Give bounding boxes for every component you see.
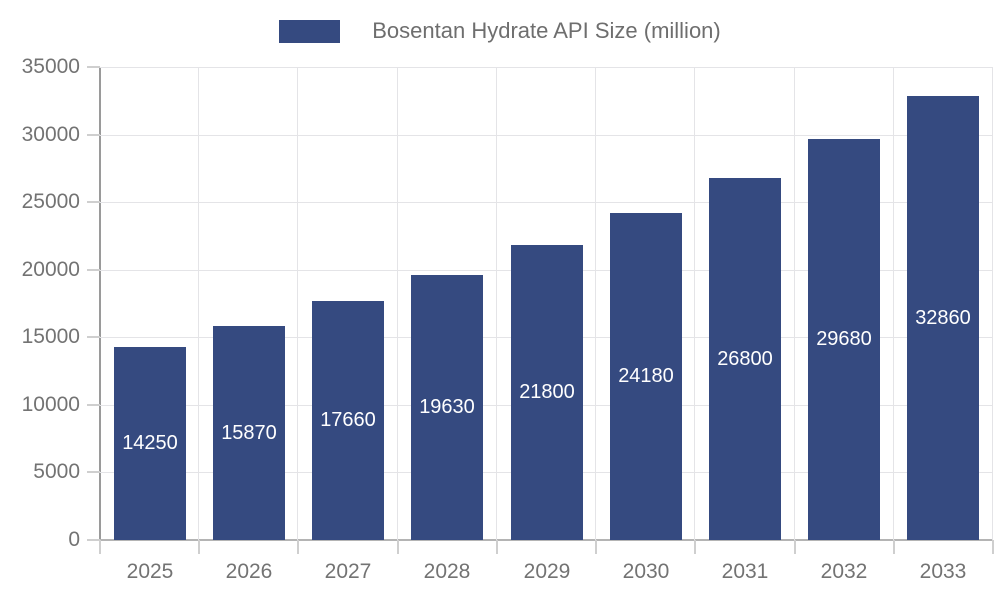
legend-label: Bosentan Hydrate API Size (million) bbox=[372, 18, 721, 43]
x-tick bbox=[397, 540, 399, 554]
gridline-vertical bbox=[893, 67, 894, 540]
y-tick-label: 30000 bbox=[21, 122, 80, 146]
gridline-vertical bbox=[198, 67, 199, 540]
y-axis-line bbox=[99, 67, 101, 554]
bar: 19630 bbox=[411, 275, 483, 540]
gridline-vertical bbox=[297, 67, 298, 540]
gridline-vertical bbox=[694, 67, 695, 540]
x-tick bbox=[595, 540, 597, 554]
bar: 17660 bbox=[312, 301, 384, 540]
bar: 15870 bbox=[213, 326, 285, 540]
bar-value-label: 15870 bbox=[221, 421, 277, 444]
y-tick bbox=[87, 201, 100, 204]
x-tick-label: 2031 bbox=[721, 560, 769, 583]
bar-value-label: 19630 bbox=[419, 396, 475, 418]
gridline-vertical bbox=[794, 67, 795, 540]
gridline-vertical bbox=[595, 67, 596, 540]
x-tick-label: 2032 bbox=[820, 560, 868, 583]
x-tick bbox=[198, 540, 200, 554]
x-tick-label: 2027 bbox=[324, 560, 372, 583]
bar-value-label: 17660 bbox=[320, 409, 376, 431]
y-tick-label: 5000 bbox=[33, 460, 80, 484]
bar: 29680 bbox=[808, 139, 880, 540]
x-tick-label: 2026 bbox=[225, 560, 273, 583]
y-tick-label: 10000 bbox=[21, 392, 80, 416]
bar-value-label: 14250 bbox=[122, 432, 178, 454]
y-tick bbox=[87, 268, 100, 271]
y-tick bbox=[87, 471, 100, 474]
bar-value-label: 29680 bbox=[816, 328, 872, 350]
y-tick-label: 20000 bbox=[21, 257, 80, 281]
x-axis-baseline bbox=[100, 539, 993, 541]
y-tick bbox=[87, 539, 100, 541]
legend: Bosentan Hydrate API Size (million) bbox=[0, 18, 1000, 44]
x-tick bbox=[893, 540, 895, 554]
x-tick-label: 2030 bbox=[622, 560, 670, 583]
bar: 14250 bbox=[114, 347, 186, 540]
gridline-vertical bbox=[496, 67, 497, 540]
x-tick bbox=[794, 540, 796, 554]
bar: 21800 bbox=[511, 245, 583, 540]
y-tick bbox=[87, 66, 100, 68]
plot-area: 14250 15870 17660 19630 21800 24180 26800 29680… bbox=[100, 67, 993, 540]
y-tick-label: 35000 bbox=[21, 55, 80, 78]
legend-swatch bbox=[279, 19, 341, 43]
y-tick bbox=[87, 403, 100, 406]
x-tick-label: 2029 bbox=[523, 560, 571, 583]
bar-value-label: 26800 bbox=[717, 347, 773, 370]
x-tick-label: 2033 bbox=[919, 560, 967, 583]
x-tick bbox=[694, 540, 696, 554]
gridline-vertical bbox=[992, 67, 993, 540]
x-tick bbox=[99, 540, 101, 554]
gridline-horizontal bbox=[100, 202, 993, 204]
x-tick bbox=[992, 540, 994, 554]
bar: 24180 bbox=[610, 213, 682, 540]
bar: 26800 bbox=[709, 178, 781, 540]
y-tick bbox=[87, 133, 100, 136]
y-tick-label: 15000 bbox=[21, 325, 80, 349]
bar-value-label: 24180 bbox=[618, 365, 674, 387]
gridline-horizontal bbox=[100, 134, 993, 136]
y-tick-label: 0 bbox=[68, 528, 80, 551]
gridline-vertical bbox=[397, 67, 398, 540]
x-tick-label: 2028 bbox=[423, 560, 471, 583]
bar: 32860 bbox=[907, 96, 979, 540]
y-tick bbox=[87, 336, 100, 339]
bar-value-label: 21800 bbox=[519, 381, 575, 403]
x-tick-label: 2025 bbox=[126, 560, 174, 583]
gridline-horizontal bbox=[100, 67, 993, 68]
x-tick bbox=[496, 540, 498, 554]
bar-value-label: 32860 bbox=[915, 306, 971, 329]
x-tick bbox=[297, 540, 299, 554]
y-tick-label: 25000 bbox=[21, 190, 80, 214]
